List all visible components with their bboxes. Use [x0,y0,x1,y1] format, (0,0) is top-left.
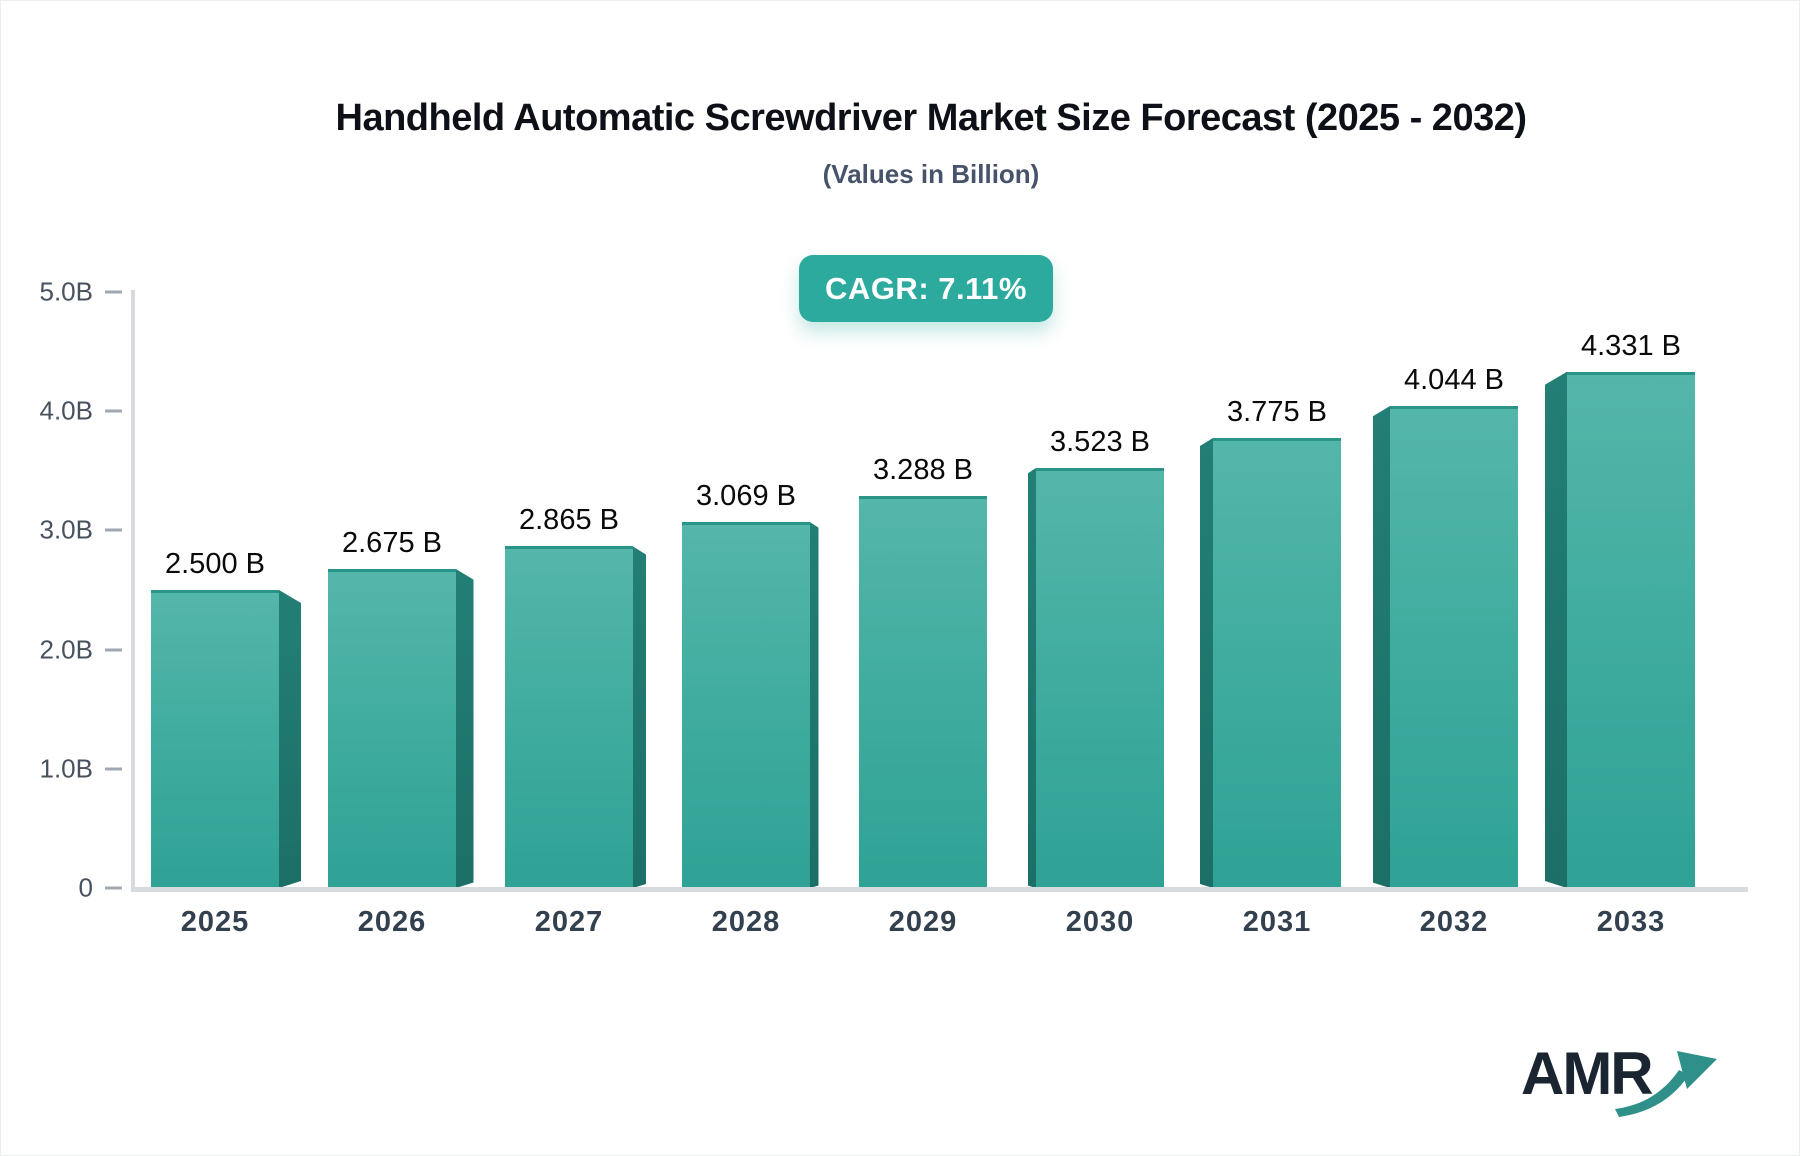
y-axis-tick-label: 0 [78,872,93,903]
x-axis-tick-label: 2028 [711,906,781,938]
bar-2032 [1390,405,1518,888]
y-axis-tick-mark [105,767,122,771]
bar-2026 [328,569,456,888]
y-axis-tick-mark [105,648,122,652]
x-axis-tick-label: 2032 [1419,906,1489,938]
x-axis-tick-label: 2026 [357,906,427,938]
y-axis-line [131,290,135,890]
bar-side-face [810,522,819,888]
chart-subtitle: (Values in Billion) [822,159,1040,189]
trend-up-arrow-icon [1615,1051,1717,1117]
y-axis-tick-mark [105,886,122,890]
cagr-badge-label: CAGR: 7.11% [825,270,1027,306]
bar-side-face [279,590,301,888]
bar-value-label: 3.523 B [1050,426,1150,459]
y-axis-tick-label: 1.0B [39,753,94,784]
bar-side-face [456,569,474,888]
chart-title: Handheld Automatic Screwdriver Market Si… [335,97,1528,139]
bar-side-face [1200,438,1213,888]
bar-2028 [682,522,810,888]
x-axis-tick-label: 2030 [1065,906,1135,938]
x-axis-tick-label: 2027 [534,906,604,938]
x-axis-tick-label: 2031 [1242,906,1312,938]
bar-2030 [1036,468,1164,888]
bar-2033 [1567,371,1695,888]
bar-value-label: 2.500 B [165,548,265,580]
bar-value-label: 2.865 B [519,504,619,537]
amr-logo-text: AMR [1521,1040,1654,1107]
bar-2027 [505,546,633,888]
cagr-badge: CAGR: 7.11% [799,255,1053,322]
bar-2031 [1213,438,1341,888]
y-axis-tick-label: 4.0B [39,395,94,426]
bar-side-face [1373,406,1391,888]
amr-logo: AMR [1521,1029,1731,1129]
y-axis-tick-label: 2.0B [39,634,94,665]
bar-2025 [151,590,279,888]
bar-side-face [633,546,646,888]
x-axis-tick-label: 2033 [1596,906,1666,938]
x-axis-tick-label: 2029 [888,906,958,938]
y-axis-tick-mark [105,290,122,294]
x-axis-baseline [131,887,1748,892]
y-axis-tick-mark [105,409,122,413]
bar-side-face [1545,372,1567,888]
bar-value-label: 4.331 B [1581,329,1681,362]
bar-value-label: 4.044 B [1404,363,1504,396]
bar-value-label: 3.069 B [696,480,796,513]
bar-2029 [859,496,987,888]
y-axis-tick-mark [105,528,122,532]
y-axis-tick-label: 5.0B [39,276,94,307]
y-axis-tick-label: 3.0B [39,514,94,545]
bar-value-label: 3.775 B [1227,396,1327,429]
bar-value-label: 2.675 B [342,527,442,560]
bar-value-label: 3.288 B [873,454,973,487]
bar-side-face [1028,468,1037,888]
x-axis-tick-label: 2025 [180,906,250,938]
